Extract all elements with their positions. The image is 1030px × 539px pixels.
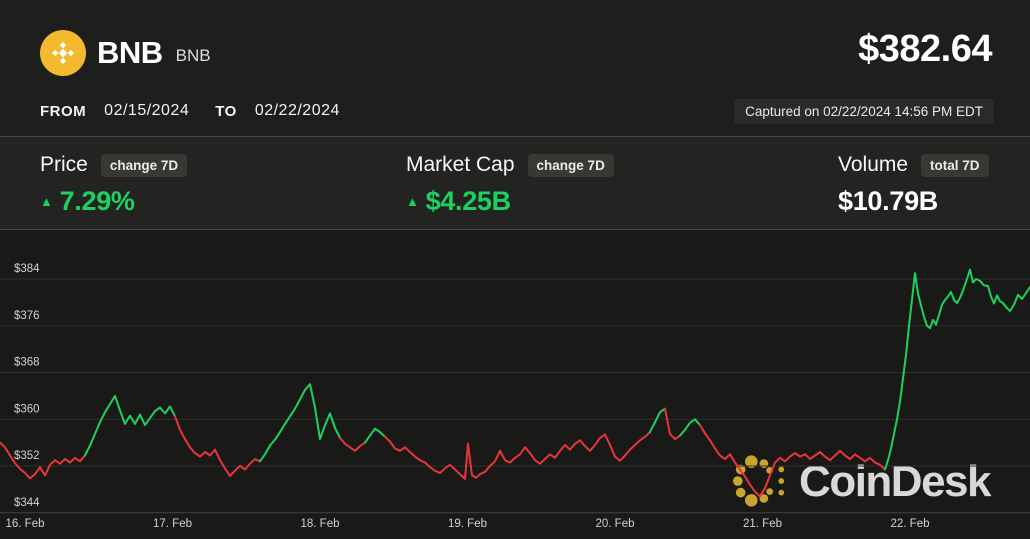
stat-period-badge: change 7D <box>527 153 614 177</box>
up-arrow-icon: ▲ <box>406 194 419 209</box>
svg-text:$376: $376 <box>14 310 40 322</box>
coin-name: BNB <box>97 35 163 70</box>
price-chart-section: CoinDesk $384 $376 $368 $360 $352 $344 16. Feb… <box>0 229 1030 539</box>
from-date: 02/15/2024 <box>104 102 190 119</box>
coindesk-wordmark: CoinDesk <box>799 457 991 506</box>
bnb-logo-icon <box>40 30 86 76</box>
to-label: TO <box>215 102 237 120</box>
stat-period-badge: total 7D <box>921 153 989 177</box>
stat-label: Market Cap <box>406 153 515 176</box>
stat-period-badge: change 7D <box>100 153 188 177</box>
stat-value: ▲ 7.29% <box>40 186 135 216</box>
svg-text:21. Feb: 21. Feb <box>743 518 782 530</box>
stat-value: ▲ $4.25B <box>406 186 511 216</box>
svg-text:22. Feb: 22. Feb <box>891 518 930 530</box>
svg-text:$360: $360 <box>14 403 40 415</box>
stat-volume-total: Volume total 7D $10.79B <box>838 153 989 217</box>
coin-ticker: BNB <box>175 46 211 65</box>
captured-timestamp: Captured on 02/22/2024 14:56 PM EDT <box>734 99 994 124</box>
svg-text:$368: $368 <box>14 357 40 369</box>
current-price: $382.64 <box>858 28 992 70</box>
svg-text:20. Feb: 20. Feb <box>596 518 635 530</box>
stat-label: Price <box>40 153 88 176</box>
stats-row: Price change 7D ▲ 7.29% Market Cap chang… <box>0 136 1030 229</box>
svg-text:19. Feb: 19. Feb <box>448 518 487 530</box>
stat-price-change: Price change 7D ▲ 7.29% <box>40 153 188 217</box>
price-line-chart: $384 $376 $368 $360 $352 $344 16. Feb 17. Feb 18… <box>0 263 1030 530</box>
to-date: 02/22/2024 <box>254 102 340 119</box>
header: BNB BNB $382.64 FROM 02/15/2024 TO 02/22… <box>0 0 1030 136</box>
stat-label: Volume <box>838 153 909 176</box>
up-arrow-icon: ▲ <box>40 194 53 209</box>
svg-text:$344: $344 <box>14 497 40 509</box>
svg-text:17. Feb: 17. Feb <box>153 518 192 530</box>
coindesk-logo-icon <box>732 455 785 507</box>
stat-value: $10.79B <box>838 186 938 216</box>
date-range: FROM 02/15/2024 TO 02/22/2024 <box>40 102 340 120</box>
coindesk-watermark: CoinDesk <box>731 453 991 511</box>
stat-marketcap-change: Market Cap change 7D ▲ $4.25B <box>406 153 614 217</box>
coin-identity: BNB BNB <box>40 30 211 76</box>
from-label: FROM <box>40 102 87 120</box>
svg-text:$384: $384 <box>14 263 40 275</box>
svg-text:16. Feb: 16. Feb <box>6 518 45 530</box>
svg-text:18. Feb: 18. Feb <box>301 518 340 530</box>
svg-text:$352: $352 <box>14 450 40 462</box>
